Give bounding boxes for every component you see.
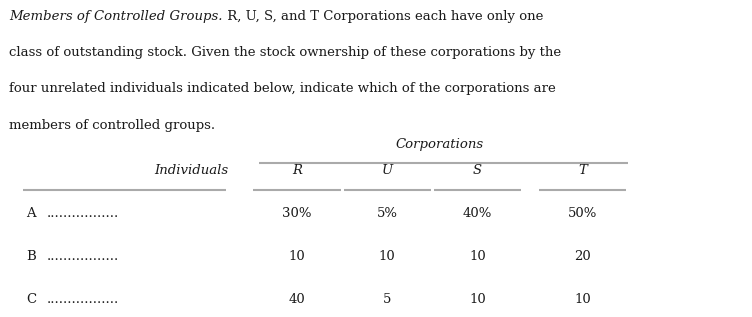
Text: Members of Controlled Groups.: Members of Controlled Groups. [9,10,223,23]
Text: T: T [578,164,587,177]
Text: 40: 40 [289,293,305,306]
Text: R: R [292,164,302,177]
Text: .................: ................. [47,293,119,306]
Text: 50%: 50% [568,207,598,220]
Text: 10: 10 [469,250,486,263]
Text: B: B [26,250,36,263]
Text: R, U, S, and T Corporations each have only one: R, U, S, and T Corporations each have on… [223,10,543,23]
Text: C: C [26,293,36,306]
Text: .................: ................. [47,250,119,263]
Text: members of controlled groups.: members of controlled groups. [9,119,215,132]
Text: S: S [473,164,482,177]
Text: U: U [382,164,393,177]
Text: .................: ................. [47,207,119,220]
Text: four unrelated individuals indicated below, indicate which of the corporations a: four unrelated individuals indicated bel… [9,82,556,95]
Text: 20: 20 [575,250,591,263]
Text: 10: 10 [289,250,305,263]
Text: 10: 10 [469,293,486,306]
Text: Individuals: Individuals [155,164,229,177]
Text: class of outstanding stock. Given the stock ownership of these corporations by t: class of outstanding stock. Given the st… [9,46,561,59]
Text: 5%: 5% [377,207,398,220]
Text: 40%: 40% [462,207,493,220]
Text: A: A [26,207,36,220]
Text: Corporations: Corporations [396,138,484,151]
Text: 10: 10 [575,293,591,306]
Text: 10: 10 [379,250,396,263]
Text: 5: 5 [383,293,392,306]
Text: 30%: 30% [282,207,312,220]
